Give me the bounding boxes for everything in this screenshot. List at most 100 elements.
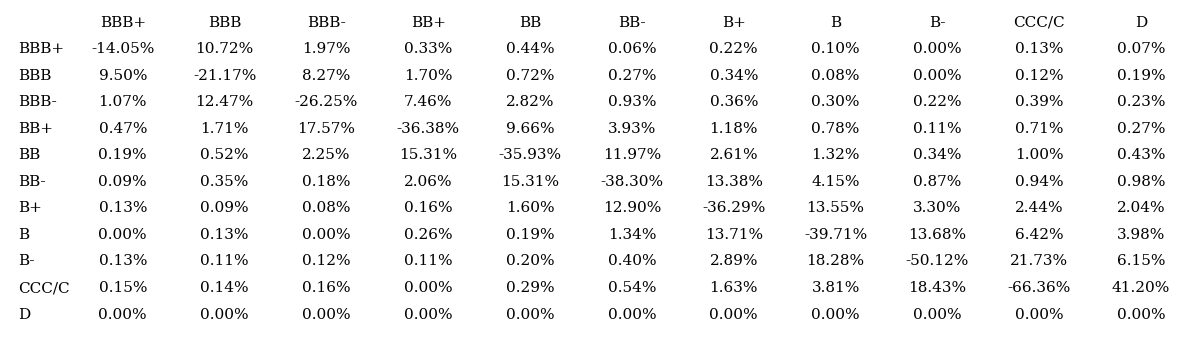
Text: 0.00%: 0.00% bbox=[98, 228, 147, 242]
Text: 0.98%: 0.98% bbox=[1117, 175, 1166, 189]
Text: 2.04%: 2.04% bbox=[1117, 202, 1166, 216]
Text: 0.14%: 0.14% bbox=[200, 281, 249, 295]
Text: 0.12%: 0.12% bbox=[1015, 69, 1064, 83]
Text: 0.20%: 0.20% bbox=[506, 255, 555, 268]
Text: 2.44%: 2.44% bbox=[1015, 202, 1064, 216]
Text: B+: B+ bbox=[722, 15, 745, 29]
Text: BBB-: BBB- bbox=[18, 95, 56, 109]
Text: -35.93%: -35.93% bbox=[498, 148, 562, 162]
Text: 3.81%: 3.81% bbox=[811, 281, 860, 295]
Text: 0.72%: 0.72% bbox=[506, 69, 555, 83]
Text: 2.06%: 2.06% bbox=[404, 175, 453, 189]
Text: -39.71%: -39.71% bbox=[804, 228, 867, 242]
Text: 0.00%: 0.00% bbox=[200, 308, 249, 321]
Text: 1.18%: 1.18% bbox=[709, 122, 758, 136]
Text: 1.34%: 1.34% bbox=[607, 228, 657, 242]
Text: 9.66%: 9.66% bbox=[506, 122, 555, 136]
Text: 0.33%: 0.33% bbox=[404, 42, 453, 56]
Text: 0.09%: 0.09% bbox=[98, 175, 147, 189]
Text: 0.71%: 0.71% bbox=[1015, 122, 1064, 136]
Text: 0.78%: 0.78% bbox=[811, 122, 860, 136]
Text: 0.36%: 0.36% bbox=[709, 95, 758, 109]
Text: 0.16%: 0.16% bbox=[302, 281, 351, 295]
Text: 0.11%: 0.11% bbox=[404, 255, 453, 268]
Text: 4.15%: 4.15% bbox=[811, 175, 860, 189]
Text: BB-: BB- bbox=[18, 175, 46, 189]
Text: 0.00%: 0.00% bbox=[506, 308, 555, 321]
Text: 0.13%: 0.13% bbox=[98, 255, 147, 268]
Text: D: D bbox=[18, 308, 30, 321]
Text: 1.32%: 1.32% bbox=[811, 148, 860, 162]
Text: 0.39%: 0.39% bbox=[1015, 95, 1064, 109]
Text: 0.00%: 0.00% bbox=[709, 308, 758, 321]
Text: -36.38%: -36.38% bbox=[397, 122, 460, 136]
Text: -21.17%: -21.17% bbox=[193, 69, 256, 83]
Text: 0.34%: 0.34% bbox=[913, 148, 962, 162]
Text: 12.90%: 12.90% bbox=[603, 202, 661, 216]
Text: 3.98%: 3.98% bbox=[1117, 228, 1166, 242]
Text: 10.72%: 10.72% bbox=[195, 42, 254, 56]
Text: 0.00%: 0.00% bbox=[1117, 308, 1166, 321]
Text: 0.00%: 0.00% bbox=[913, 42, 962, 56]
Text: 0.08%: 0.08% bbox=[302, 202, 351, 216]
Text: 9.50%: 9.50% bbox=[98, 69, 147, 83]
Text: BBB: BBB bbox=[18, 69, 52, 83]
Text: 0.23%: 0.23% bbox=[1117, 95, 1166, 109]
Text: 2.89%: 2.89% bbox=[709, 255, 758, 268]
Text: 0.26%: 0.26% bbox=[404, 228, 453, 242]
Text: 0.18%: 0.18% bbox=[302, 175, 351, 189]
Text: 1.63%: 1.63% bbox=[709, 281, 758, 295]
Text: 13.55%: 13.55% bbox=[806, 202, 865, 216]
Text: 1.00%: 1.00% bbox=[1015, 148, 1064, 162]
Text: 6.15%: 6.15% bbox=[1117, 255, 1166, 268]
Text: BB+: BB+ bbox=[18, 122, 53, 136]
Text: 0.07%: 0.07% bbox=[1117, 42, 1166, 56]
Text: 0.15%: 0.15% bbox=[98, 281, 147, 295]
Text: 0.13%: 0.13% bbox=[200, 228, 249, 242]
Text: 0.10%: 0.10% bbox=[811, 42, 860, 56]
Text: 0.52%: 0.52% bbox=[200, 148, 249, 162]
Text: 1.60%: 1.60% bbox=[506, 202, 555, 216]
Text: 0.94%: 0.94% bbox=[1015, 175, 1064, 189]
Text: 0.00%: 0.00% bbox=[913, 308, 962, 321]
Text: 1.70%: 1.70% bbox=[404, 69, 453, 83]
Text: B: B bbox=[830, 15, 841, 29]
Text: 0.00%: 0.00% bbox=[1015, 308, 1064, 321]
Text: B+: B+ bbox=[18, 202, 42, 216]
Text: BB+: BB+ bbox=[411, 15, 446, 29]
Text: 0.00%: 0.00% bbox=[302, 228, 351, 242]
Text: 0.44%: 0.44% bbox=[506, 42, 555, 56]
Text: 2.61%: 2.61% bbox=[709, 148, 758, 162]
Text: 15.31%: 15.31% bbox=[399, 148, 458, 162]
Text: BB: BB bbox=[18, 148, 41, 162]
Text: 0.13%: 0.13% bbox=[1015, 42, 1064, 56]
Text: 0.30%: 0.30% bbox=[811, 95, 860, 109]
Text: 0.11%: 0.11% bbox=[913, 122, 962, 136]
Text: 3.93%: 3.93% bbox=[607, 122, 657, 136]
Text: 0.87%: 0.87% bbox=[913, 175, 962, 189]
Text: BBB-: BBB- bbox=[307, 15, 346, 29]
Text: -26.25%: -26.25% bbox=[295, 95, 358, 109]
Text: BBB+: BBB+ bbox=[18, 42, 65, 56]
Text: 0.13%: 0.13% bbox=[98, 202, 147, 216]
Text: 0.00%: 0.00% bbox=[404, 281, 453, 295]
Text: 0.54%: 0.54% bbox=[607, 281, 657, 295]
Text: 18.43%: 18.43% bbox=[908, 281, 967, 295]
Text: 0.00%: 0.00% bbox=[404, 308, 453, 321]
Text: 0.35%: 0.35% bbox=[200, 175, 249, 189]
Text: 7.46%: 7.46% bbox=[404, 95, 453, 109]
Text: -38.30%: -38.30% bbox=[600, 175, 664, 189]
Text: 0.93%: 0.93% bbox=[607, 95, 657, 109]
Text: 6.42%: 6.42% bbox=[1015, 228, 1064, 242]
Text: 13.38%: 13.38% bbox=[704, 175, 763, 189]
Text: -14.05%: -14.05% bbox=[91, 42, 155, 56]
Text: 0.22%: 0.22% bbox=[709, 42, 758, 56]
Text: B: B bbox=[18, 228, 29, 242]
Text: 13.71%: 13.71% bbox=[704, 228, 763, 242]
Text: 41.20%: 41.20% bbox=[1112, 281, 1170, 295]
Text: 0.00%: 0.00% bbox=[811, 308, 860, 321]
Text: B-: B- bbox=[930, 15, 945, 29]
Text: 0.34%: 0.34% bbox=[709, 69, 758, 83]
Text: CCC/C: CCC/C bbox=[1014, 15, 1065, 29]
Text: 0.12%: 0.12% bbox=[302, 255, 351, 268]
